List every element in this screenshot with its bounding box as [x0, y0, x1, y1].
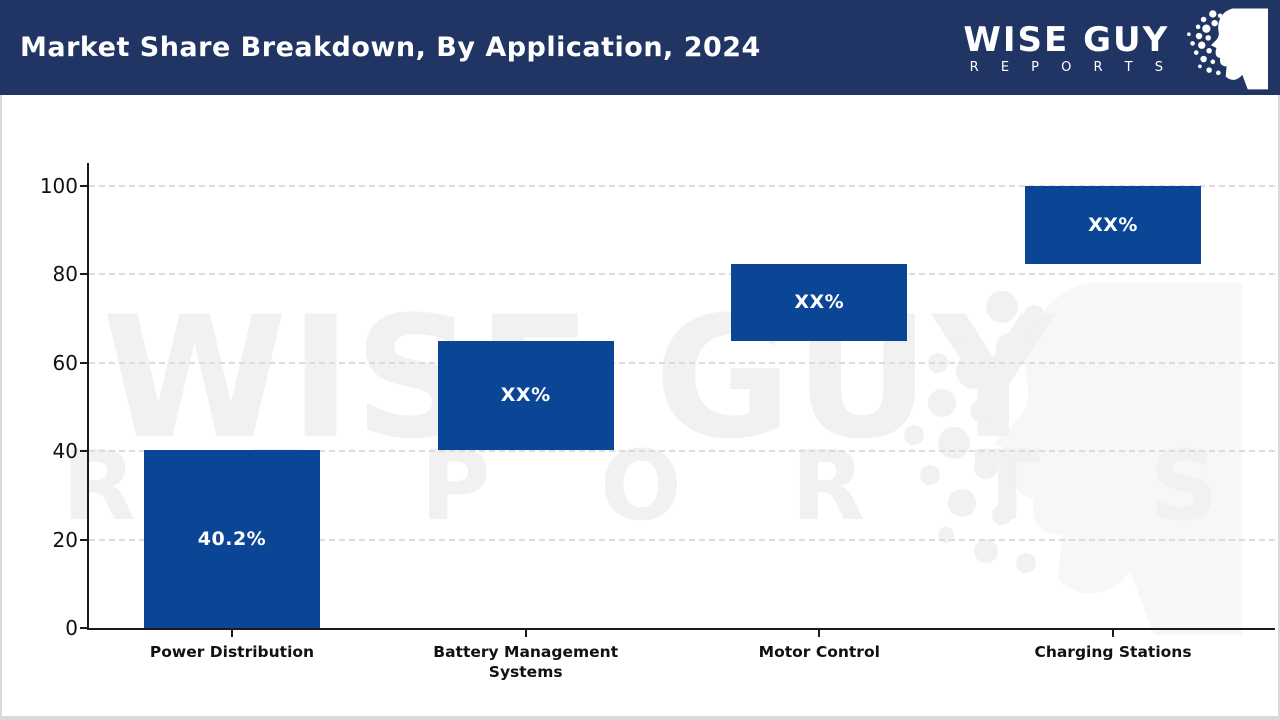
y-tick-mark [80, 450, 88, 453]
y-tick-mark [80, 185, 88, 187]
y-tick-mark [80, 361, 88, 364]
watermark-head-icon [890, 283, 1242, 635]
y-axis-line [87, 163, 89, 628]
bar: XX% [1025, 186, 1201, 265]
gridline [89, 273, 1275, 276]
x-category-label: Battery Management Systems [396, 642, 656, 682]
x-tick-mark [231, 630, 233, 637]
x-tick-mark [524, 630, 527, 637]
x-category-label-line: Motor Control [758, 643, 880, 661]
wise-guy-logo: WISE GUY R E P O R T S [961, 6, 1268, 90]
y-tick-label: 20 [52, 527, 78, 552]
x-category-label: Power Distribution [102, 642, 362, 662]
bar: 40.2% [144, 450, 320, 628]
head-profile-icon [1187, 8, 1268, 90]
x-category-label-line: Systems [488, 663, 563, 681]
y-tick-label: 80 [52, 262, 78, 287]
x-tick-mark [1112, 630, 1114, 637]
y-tick-label: 60 [52, 350, 78, 375]
x-category-label-line: Power Distribution [149, 643, 315, 661]
bar: XX% [437, 340, 614, 451]
y-tick-mark [80, 627, 88, 629]
gridline [89, 538, 1275, 541]
x-tick-mark [818, 630, 821, 637]
bar-value-label: XX% [1088, 214, 1138, 237]
logo-wordmark: WISE GUY [963, 19, 1170, 60]
bar-value-label: XX% [500, 384, 551, 407]
plot-area: 0 20 40 60 80 100 40.2% Power Distribution XX% Ba… [2, 95, 1278, 720]
logo-text: WISE GUY R E P O R T S [961, 22, 1172, 75]
gridline [89, 361, 1275, 364]
page-title: Market Share Breakdown, By Application, … [20, 32, 761, 63]
y-tick-label: 40 [52, 439, 78, 464]
bar-value-label: XX% [794, 291, 845, 314]
y-tick-mark [80, 538, 88, 541]
chart-canvas: WISE GUY R E P O R T S [0, 95, 1280, 720]
x-category-label-line: Charging Stations [1034, 643, 1192, 661]
gridline [89, 185, 1275, 187]
bar: XX% [731, 264, 908, 341]
logo-subtitle: R E P O R T S [969, 59, 1172, 75]
x-category-label: Charging Stations [983, 642, 1243, 662]
x-category-label: Motor Control [689, 642, 949, 662]
gridline [89, 450, 1275, 453]
y-tick-mark [80, 273, 88, 276]
y-tick-label: 100 [39, 174, 78, 198]
x-category-label-line: Battery Management [433, 643, 619, 661]
y-tick-label: 0 [65, 616, 78, 640]
x-axis-line [87, 628, 1275, 630]
header-bar: Market Share Breakdown, By Application, … [0, 0, 1280, 95]
bar-value-label: 40.2% [197, 528, 267, 551]
